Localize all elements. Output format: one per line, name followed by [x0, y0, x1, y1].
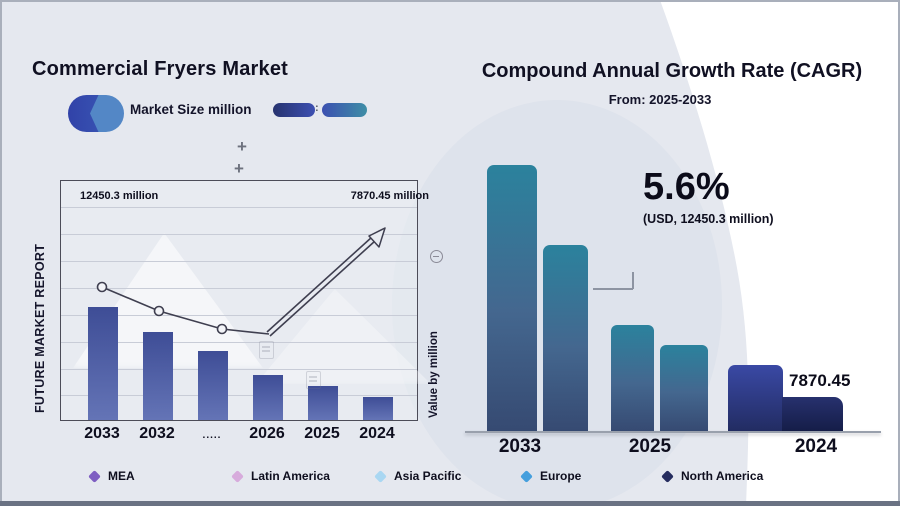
clipboard-watermark-icon [259, 341, 274, 359]
x-label: 2032 [139, 425, 175, 442]
watermark-axis-label: FUTURE MARKET REPORT [33, 243, 47, 413]
right-bar-2033-secondary [543, 245, 588, 431]
cagr-note: (USD, 12450.3 million) [643, 212, 774, 226]
legend-label: Asia Pacific [394, 469, 462, 483]
left-bar-2025 [308, 386, 338, 420]
x-label: 2033 [498, 436, 542, 457]
pill-separator: : [315, 102, 319, 114]
right-bar-2024-secondary [782, 397, 843, 431]
gridline [61, 342, 417, 343]
x-label: 2024 [359, 425, 395, 442]
legend-item: MEA [88, 469, 135, 483]
legend-label: North America [681, 469, 764, 483]
x-label: ..... [202, 430, 222, 441]
right-bar-2024-primary [728, 365, 783, 431]
x-label: 2025 [628, 436, 672, 457]
left-bar-2032 [143, 332, 173, 420]
left-bar-2026 [253, 375, 283, 420]
legend-diamond-icon [231, 469, 244, 483]
legend-item: Europe [520, 469, 582, 483]
end-value-label: 7870.45 million [350, 190, 429, 202]
left-bar-2033 [88, 307, 118, 420]
legend-diamond-icon [520, 469, 533, 483]
legend-label: Europe [540, 469, 582, 483]
x-axis-line [465, 431, 881, 433]
gradient-pill-icon [273, 103, 315, 117]
minus-circle-icon [430, 250, 443, 263]
bottom-edge-strip [0, 501, 900, 506]
market-size-chart: 12450.3 million 7870.45 million [60, 180, 431, 421]
right-bar-2033-primary [487, 165, 537, 431]
cagr-subtitle: From: 2025-2033 [608, 92, 712, 107]
legend-item: Asia Pacific [374, 469, 462, 483]
legend-diamond-icon [88, 469, 101, 483]
cagr-title: Compound Annual Growth Rate (CAGR) [481, 60, 863, 82]
capsule-icon [68, 95, 124, 132]
page-title: Commercial Fryers Market [32, 58, 289, 80]
legend-item: Latin America [231, 469, 330, 483]
bar-value-label: 7870.45 [789, 371, 851, 390]
x-label: 2025 [304, 425, 340, 442]
gradient-pill-icon [322, 103, 367, 117]
gridline [61, 395, 417, 396]
left-bar-dots [198, 351, 228, 420]
plus-icon: + [234, 159, 244, 178]
x-label: 2024 [794, 436, 838, 457]
gridline [61, 207, 417, 208]
growth-arrow-head [368, 227, 386, 248]
legend-item: North America [661, 469, 764, 483]
legend-diamond-icon [661, 469, 674, 483]
left-bar-2024 [363, 397, 393, 420]
x-label: 2026 [249, 425, 285, 442]
right-bar-2025-primary [611, 325, 654, 431]
trend-marker [96, 281, 108, 293]
right-bar-2025-secondary [660, 345, 708, 431]
gridline [61, 369, 417, 370]
clipboard-watermark-icon [306, 371, 321, 389]
corner-bracket-icon [632, 272, 634, 289]
legend-diamond-icon [374, 469, 387, 483]
legend-label: Latin America [251, 469, 330, 483]
market-size-label: Market Size million [130, 102, 252, 117]
y-axis-label: Value by million [428, 331, 440, 418]
plus-icon: + [237, 137, 247, 156]
x-label: 2033 [84, 425, 120, 442]
gridline [61, 234, 417, 235]
corner-bracket-icon [593, 288, 633, 290]
gridline [61, 261, 417, 262]
cagr-value: 5.6% [643, 166, 730, 208]
legend-label: MEA [108, 469, 135, 483]
gridline [61, 288, 417, 289]
start-value-label: 12450.3 million [80, 190, 159, 202]
